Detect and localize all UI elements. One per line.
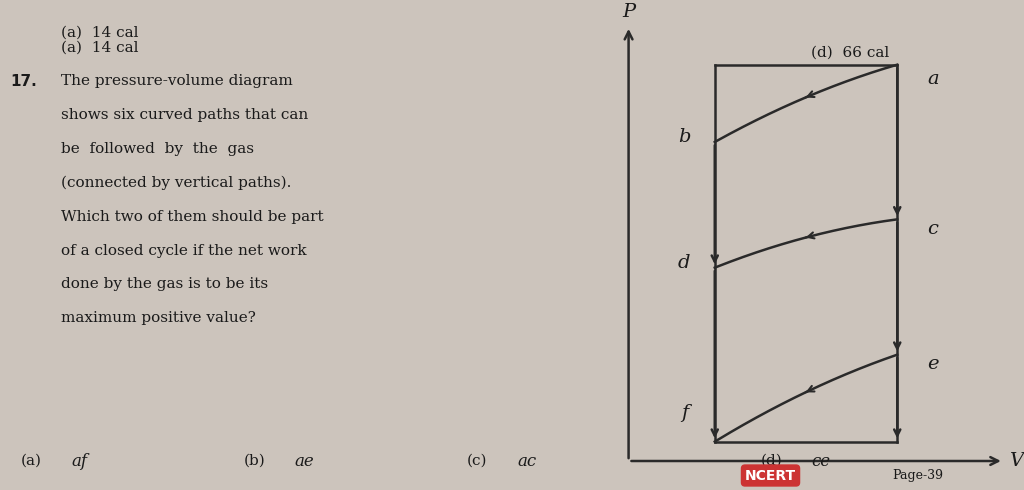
- Text: be  followed  by  the  gas: be followed by the gas: [60, 142, 254, 156]
- Text: done by the gas is to be its: done by the gas is to be its: [60, 277, 268, 292]
- Text: d: d: [678, 254, 690, 272]
- Text: (b): (b): [244, 454, 265, 468]
- Text: ae: ae: [294, 452, 313, 469]
- Text: P: P: [622, 3, 635, 21]
- Text: (a)  14 cal: (a) 14 cal: [60, 41, 138, 54]
- Text: a: a: [927, 70, 939, 88]
- Text: b: b: [678, 128, 690, 146]
- Text: (d): (d): [761, 454, 782, 468]
- Text: Which two of them should be part: Which two of them should be part: [60, 210, 324, 223]
- Text: of a closed cycle if the net work: of a closed cycle if the net work: [60, 244, 306, 258]
- Text: V: V: [1009, 452, 1023, 470]
- Text: shows six curved paths that can: shows six curved paths that can: [60, 108, 308, 122]
- Text: (a): (a): [20, 454, 41, 468]
- Text: e: e: [927, 355, 938, 373]
- Text: f: f: [681, 404, 688, 422]
- Text: (a)  14 cal: (a) 14 cal: [60, 26, 138, 40]
- Text: (c): (c): [466, 454, 486, 468]
- Text: Page-39: Page-39: [892, 469, 943, 482]
- Text: maximum positive value?: maximum positive value?: [60, 311, 256, 325]
- Text: ce: ce: [811, 452, 830, 469]
- Text: c: c: [928, 220, 938, 238]
- Text: ac: ac: [517, 452, 537, 469]
- Text: (connected by vertical paths).: (connected by vertical paths).: [60, 176, 291, 190]
- Text: The pressure-volume diagram: The pressure-volume diagram: [60, 74, 293, 88]
- Text: 17.: 17.: [10, 74, 37, 89]
- Text: (d)  66 cal: (d) 66 cal: [811, 46, 889, 59]
- Text: NCERT: NCERT: [744, 468, 796, 483]
- Text: af: af: [71, 452, 87, 469]
